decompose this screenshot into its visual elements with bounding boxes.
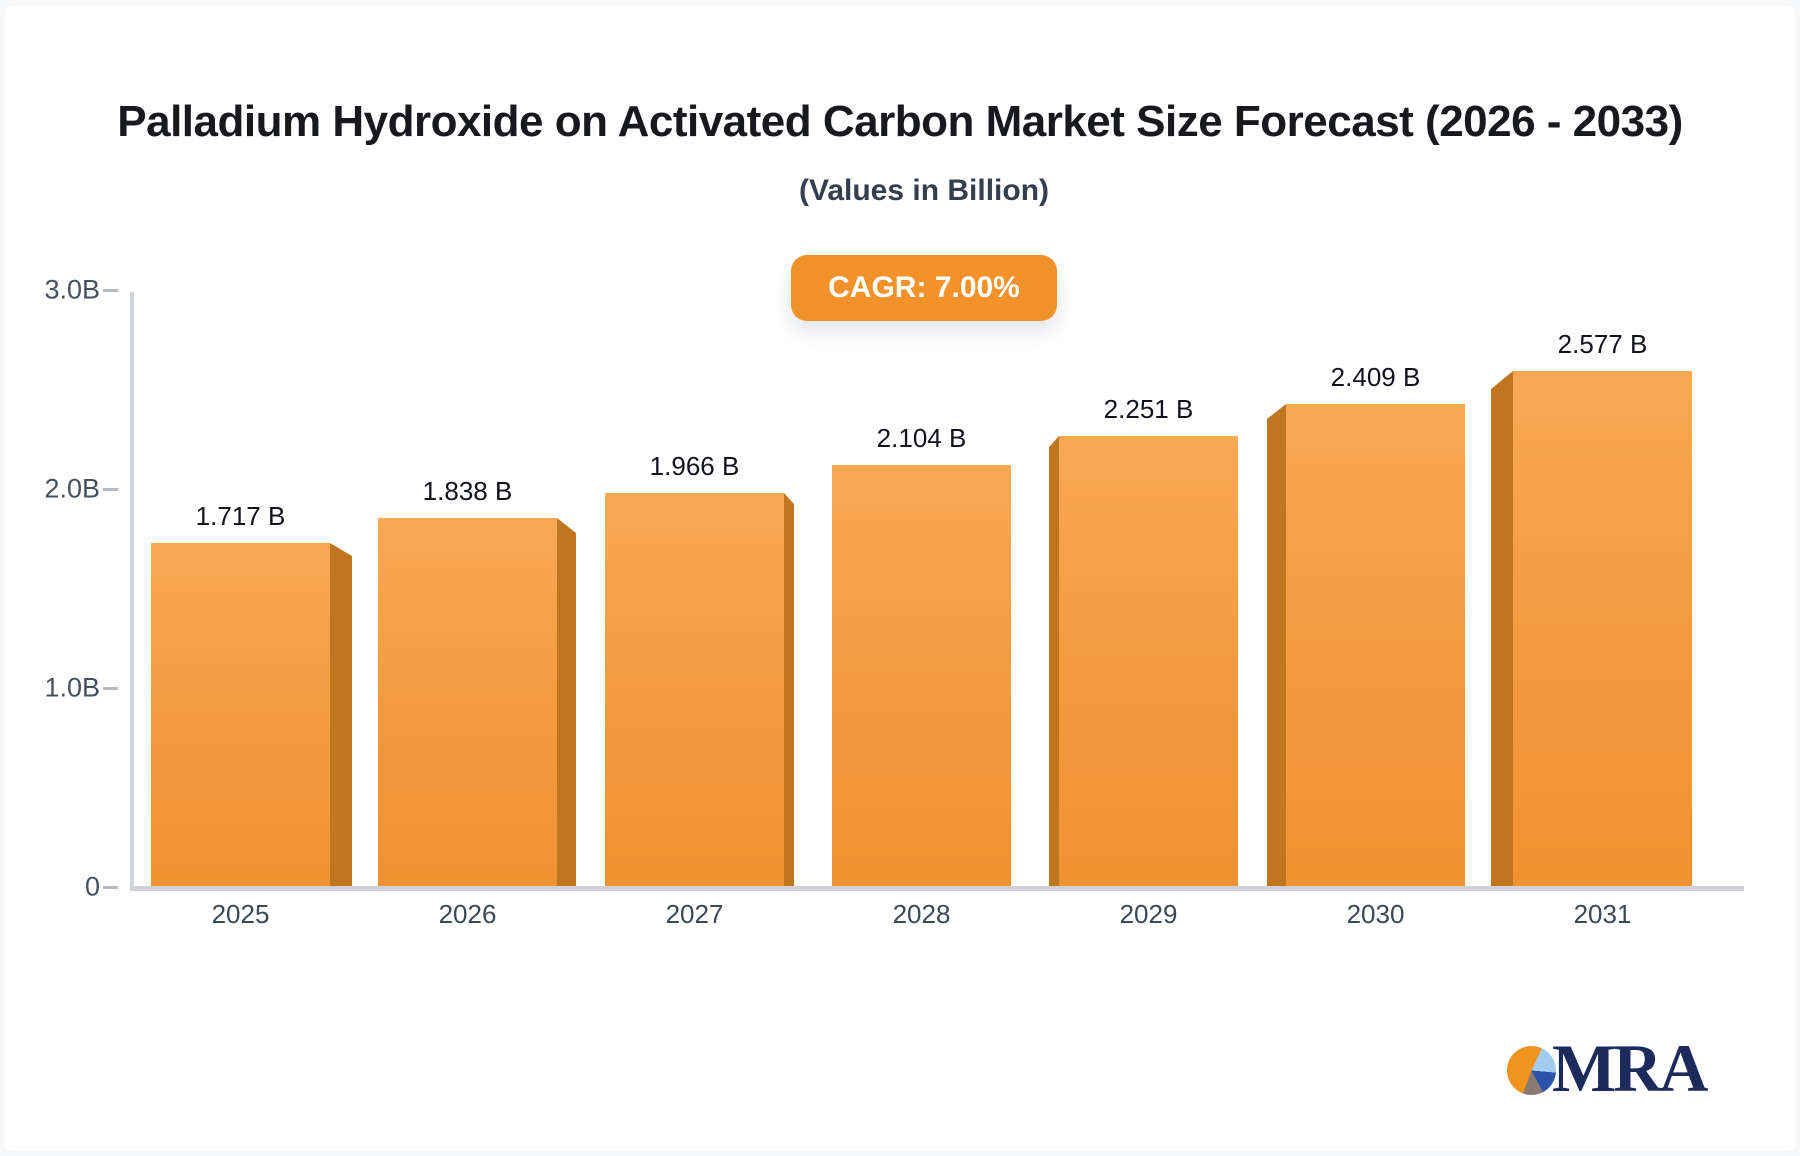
bar-2029 xyxy=(1059,436,1238,886)
x-axis-label: 2028 xyxy=(892,899,951,929)
y-tick-label-2: 2.0B xyxy=(44,473,100,504)
bar-value-label: 1.838 B xyxy=(422,476,513,506)
y-tick-mark-2 xyxy=(103,488,118,491)
x-axis-label: 2029 xyxy=(1119,899,1178,929)
y-tick-label-0: 0 xyxy=(84,871,100,902)
bar-3d-side xyxy=(1491,371,1513,886)
x-axis-label: 2027 xyxy=(665,899,724,929)
bar-value-label: 1.717 B xyxy=(195,501,286,531)
y-tick-label-1: 1.0B xyxy=(44,672,100,703)
bar-2031 xyxy=(1513,371,1692,886)
bar-2030 xyxy=(1286,404,1465,886)
pie-chart-logo-icon xyxy=(1507,1046,1556,1095)
chart-card: Palladium Hydroxide on Activated Carbon … xyxy=(5,6,1795,1151)
mra-logo: MRA xyxy=(1507,1030,1708,1106)
y-tick-mark-3 xyxy=(103,289,118,292)
logo-text: MRA xyxy=(1552,1030,1708,1106)
bar-value-label: 1.966 B xyxy=(649,451,740,481)
bar-3d-side xyxy=(1049,436,1059,886)
bar-2025 xyxy=(151,543,330,886)
cagr-badge-wrap: CAGR: 7.00% xyxy=(133,255,1715,321)
bar-value-label: 2.577 B xyxy=(1557,329,1648,359)
y-tick-label-3: 3.0B xyxy=(44,274,100,305)
bar-2026 xyxy=(378,518,557,886)
bar-3d-side xyxy=(557,518,576,886)
y-tick-mark-0 xyxy=(103,886,118,889)
bar-3d-side xyxy=(330,543,352,886)
bar-3d-side xyxy=(784,493,794,886)
x-axis-label: 2026 xyxy=(438,899,497,929)
bar-value-label: 2.104 B xyxy=(876,423,967,453)
y-tick-mark-1 xyxy=(103,687,118,690)
x-axis-label: 2031 xyxy=(1573,899,1632,929)
x-axis-label: 2025 xyxy=(211,899,270,929)
chart-title: Palladium Hydroxide on Activated Carbon … xyxy=(117,97,1683,146)
bar-value-label: 2.251 B xyxy=(1103,394,1194,424)
chart-subtitle: (Values in Billion) xyxy=(798,174,1050,207)
cagr-badge: CAGR: 7.00% xyxy=(791,255,1057,321)
bar-value-label: 2.409 B xyxy=(1330,362,1421,392)
x-axis-line xyxy=(130,886,1744,891)
bar-3d-side xyxy=(1267,404,1286,886)
x-axis-label: 2030 xyxy=(1346,899,1405,929)
bar-2028 xyxy=(832,465,1011,886)
bar-2027 xyxy=(605,493,784,886)
y-axis-line xyxy=(130,292,134,889)
